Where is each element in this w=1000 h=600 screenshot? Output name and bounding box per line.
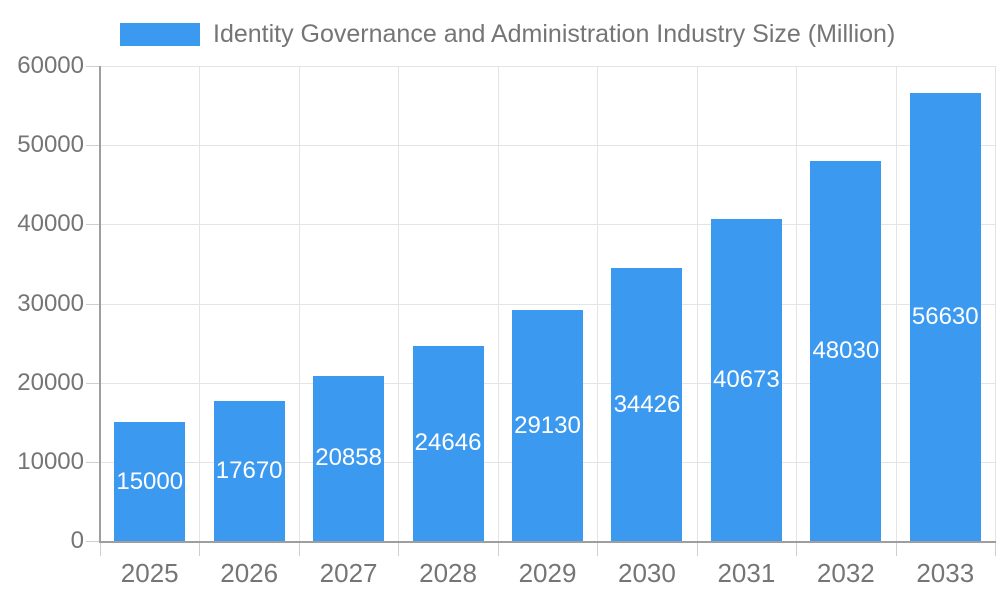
h-gridline <box>100 224 995 226</box>
v-gridline <box>995 66 996 541</box>
y-tick-label: 40000 <box>17 210 84 238</box>
y-tick <box>86 382 100 384</box>
y-tick-label: 60000 <box>17 52 84 79</box>
h-gridline <box>100 66 995 67</box>
v-gridline <box>895 66 897 541</box>
x-tick-label: 2030 <box>618 558 676 588</box>
bar <box>810 160 882 541</box>
legend-swatch <box>120 23 200 46</box>
x-tick <box>895 541 897 556</box>
y-tick-label: 10000 <box>17 447 84 475</box>
bar-value-label: 17670 <box>215 457 283 485</box>
y-tick <box>86 224 100 226</box>
v-gridline <box>298 66 300 541</box>
x-tick <box>497 541 499 556</box>
bar-value-label: 24646 <box>414 429 482 457</box>
h-gridline <box>100 145 995 147</box>
x-tick-label: 2025 <box>120 558 179 588</box>
v-gridline <box>199 66 201 541</box>
x-tick <box>100 541 101 556</box>
x-tick-label: 2026 <box>220 558 279 588</box>
x-tick-label: 2032 <box>816 558 875 588</box>
legend-label: Identity Governance and Administration I… <box>213 20 896 48</box>
x-tick-label: 2027 <box>319 558 378 588</box>
x-tick <box>696 541 698 556</box>
bar-value-label: 34426 <box>613 390 681 418</box>
bar-value-label: 48030 <box>812 336 880 364</box>
y-axis-line <box>99 66 101 543</box>
x-tick-label: 2031 <box>717 558 776 588</box>
bar <box>412 345 484 541</box>
y-tick-label: 20000 <box>17 368 84 396</box>
bar <box>213 401 285 541</box>
bar <box>313 375 385 541</box>
x-tick <box>796 541 798 556</box>
legend: Identity Governance and Administration I… <box>120 20 895 49</box>
bar <box>909 92 981 541</box>
x-tick <box>298 541 300 556</box>
v-gridline <box>696 66 698 541</box>
bar <box>611 268 683 541</box>
bar-value-label: 29130 <box>514 411 581 439</box>
bar-value-label: 15000 <box>116 467 184 495</box>
y-tick <box>86 145 100 147</box>
bar <box>710 219 782 541</box>
y-tick <box>86 461 100 463</box>
bar <box>512 310 583 541</box>
x-tick <box>597 541 599 556</box>
y-tick <box>86 66 100 67</box>
bar-value-label: 20858 <box>315 444 382 472</box>
y-tick-label: 30000 <box>17 289 84 317</box>
h-gridline <box>100 303 995 305</box>
x-tick-label: 2028 <box>419 558 477 588</box>
x-tick <box>398 541 400 556</box>
v-gridline <box>398 66 400 541</box>
y-tick <box>86 303 100 305</box>
x-axis-line <box>99 541 996 543</box>
x-tick <box>995 541 996 556</box>
x-tick-label: 2033 <box>916 558 975 588</box>
x-tick <box>199 541 201 556</box>
v-gridline <box>796 66 798 541</box>
v-gridline <box>497 66 499 541</box>
bar-value-label: 40673 <box>713 366 780 393</box>
bar-value-label: 56630 <box>911 302 979 330</box>
v-gridline <box>597 66 599 541</box>
bar <box>114 422 186 541</box>
x-tick-label: 2029 <box>518 558 577 588</box>
y-tick <box>86 541 100 542</box>
y-tick-label: 50000 <box>17 131 84 159</box>
y-tick-label: 0 <box>70 527 84 554</box>
